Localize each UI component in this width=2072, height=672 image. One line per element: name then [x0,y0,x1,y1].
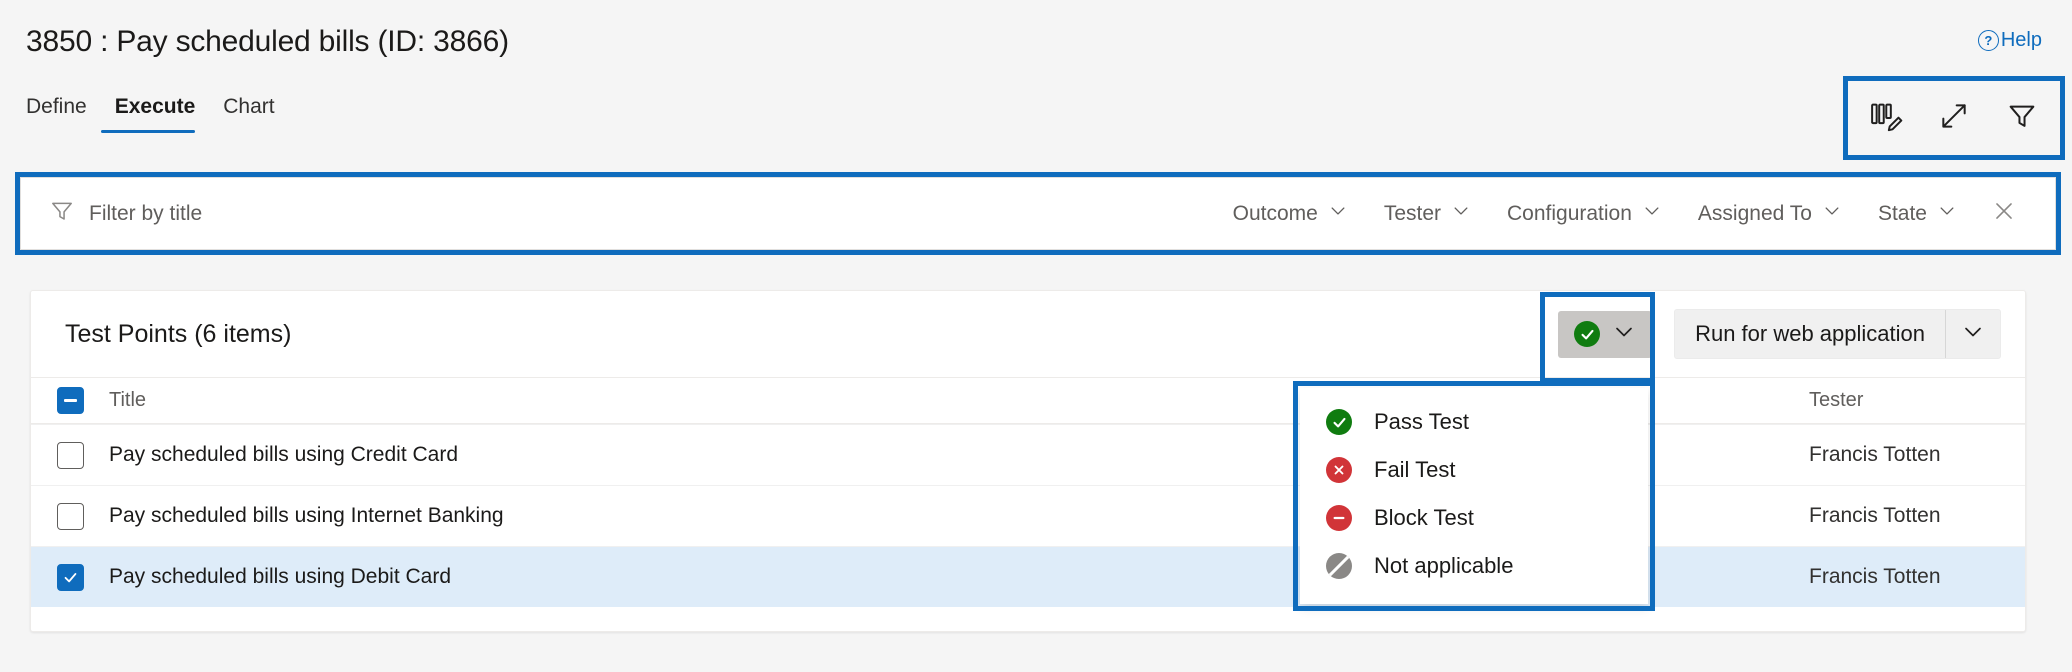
menu-item-label: Not applicable [1374,553,1514,578]
filter-title-input[interactable]: Filter by title [89,201,203,225]
page-title: 3850 : Pay scheduled bills (ID: 3866) [26,25,509,58]
fail-x-icon [1326,457,1352,483]
row-select-cell[interactable] [31,563,109,591]
row-tester: Francis Totten [1809,565,1941,588]
filter-icon [2006,100,2038,137]
row-title: Pay scheduled bills using Internet Banki… [109,504,504,527]
filter-pill-group: Outcome Tester Configuration Assigned To [1215,190,2055,237]
column-header-title[interactable]: Title [109,389,147,411]
help-link[interactable]: ? Help [1977,29,2042,52]
chevron-down-icon [1822,201,1842,227]
run-button-chevron[interactable] [1945,310,2000,358]
tab-define[interactable]: Define [26,95,87,118]
filter-pill-label: Assigned To [1697,201,1812,225]
column-options-icon [1869,99,1903,138]
card-header: Test Points (6 items) Run for web applic… [31,291,2025,377]
menu-item-fail-test[interactable]: Fail Test [1300,446,1648,494]
fullscreen-expand-button[interactable] [1929,93,1979,143]
chevron-down-icon [1961,320,1985,349]
fullscreen-expand-icon [1938,100,1970,137]
chevron-down-icon [1612,320,1636,349]
chevron-down-icon [1937,201,1957,227]
table-row[interactable]: Pay scheduled bills using Internet Banki… [31,485,2025,546]
test-points-grid: Title Outcome Order Tester Pay scheduled… [31,377,2025,607]
block-minus-icon [1326,505,1352,531]
filter-input-wrapper[interactable]: Filter by title [21,198,1215,229]
card-actions: Run for web application [1558,309,2001,359]
filter-pill-outcome[interactable]: Outcome [1215,193,1366,235]
menu-item-block-test[interactable]: Block Test [1300,494,1648,542]
filter-pill-assigned-to[interactable]: Assigned To [1680,193,1860,235]
filter-pill-label: Configuration [1507,201,1632,225]
filter-pill-tester[interactable]: Tester [1366,193,1489,235]
card-title: Test Points (6 items) [65,319,292,348]
filter-icon [49,198,75,229]
help-label: Help [2000,29,2042,51]
filter-pill-label: State [1877,201,1927,225]
column-header-tester[interactable]: Tester [1809,389,1864,411]
table-row[interactable]: Pay scheduled bills using Credit Card Pa… [31,424,2025,485]
run-button-label[interactable]: Run for web application [1695,321,1925,346]
tab-execute[interactable]: Execute [100,95,210,133]
grid-toolbar [1852,85,2056,151]
row-checkbox[interactable] [56,441,84,469]
row-title: Pay scheduled bills using Credit Card [109,443,459,466]
clear-filters-button[interactable] [1975,190,2037,237]
row-title: Pay scheduled bills using Debit Card [109,565,452,588]
select-all-checkbox[interactable] [56,387,84,414]
run-for-web-application-split-button[interactable]: Run for web application [1674,309,2001,359]
menu-item-pass-test[interactable]: Pass Test [1300,398,1648,446]
filter-toggle-button[interactable] [1997,93,2047,143]
chevron-down-icon [1328,201,1348,227]
row-select-cell[interactable] [31,502,109,530]
menu-item-not-applicable[interactable]: Not applicable [1300,542,1648,590]
menu-item-label: Pass Test [1374,409,1469,434]
row-select-cell[interactable] [31,441,109,469]
question-circle-icon: ? [1977,30,1999,51]
test-points-card: Test Points (6 items) Run for web applic… [30,290,2026,632]
row-tester: Francis Totten [1809,504,1941,527]
menu-item-label: Fail Test [1374,457,1456,482]
tab-list: Define Execute Chart [26,95,289,133]
pass-check-icon [1326,409,1352,435]
column-options-button[interactable] [1861,93,1911,143]
filter-pill-label: Outcome [1232,201,1318,225]
tab-chart[interactable]: Chart [223,95,275,118]
filter-pill-label: Tester [1383,201,1441,225]
outcome-dropdown-menu: Pass Test Fail Test Block Test Not appli… [1300,388,1648,604]
grid-header-row: Title Outcome Order Tester [31,377,2025,424]
filter-bar: Filter by title Outcome Tester Configura… [20,177,2056,250]
chevron-down-icon [1642,201,1662,227]
row-checkbox[interactable] [56,502,84,530]
close-icon [1991,198,2017,229]
pass-check-icon [1574,321,1601,347]
not-applicable-icon [1326,553,1352,579]
row-checkbox[interactable] [56,563,84,591]
pass-test-split-button[interactable] [1558,310,1653,358]
filter-pill-state[interactable]: State [1860,193,1975,235]
row-tester: Francis Totten [1809,443,1941,466]
table-row[interactable]: Pay scheduled bills using Debit Card Act… [31,546,2025,607]
filter-pill-configuration[interactable]: Configuration [1489,193,1680,235]
menu-item-label: Block Test [1374,505,1474,530]
select-all-cell[interactable] [31,387,109,414]
chevron-down-icon [1451,201,1471,227]
